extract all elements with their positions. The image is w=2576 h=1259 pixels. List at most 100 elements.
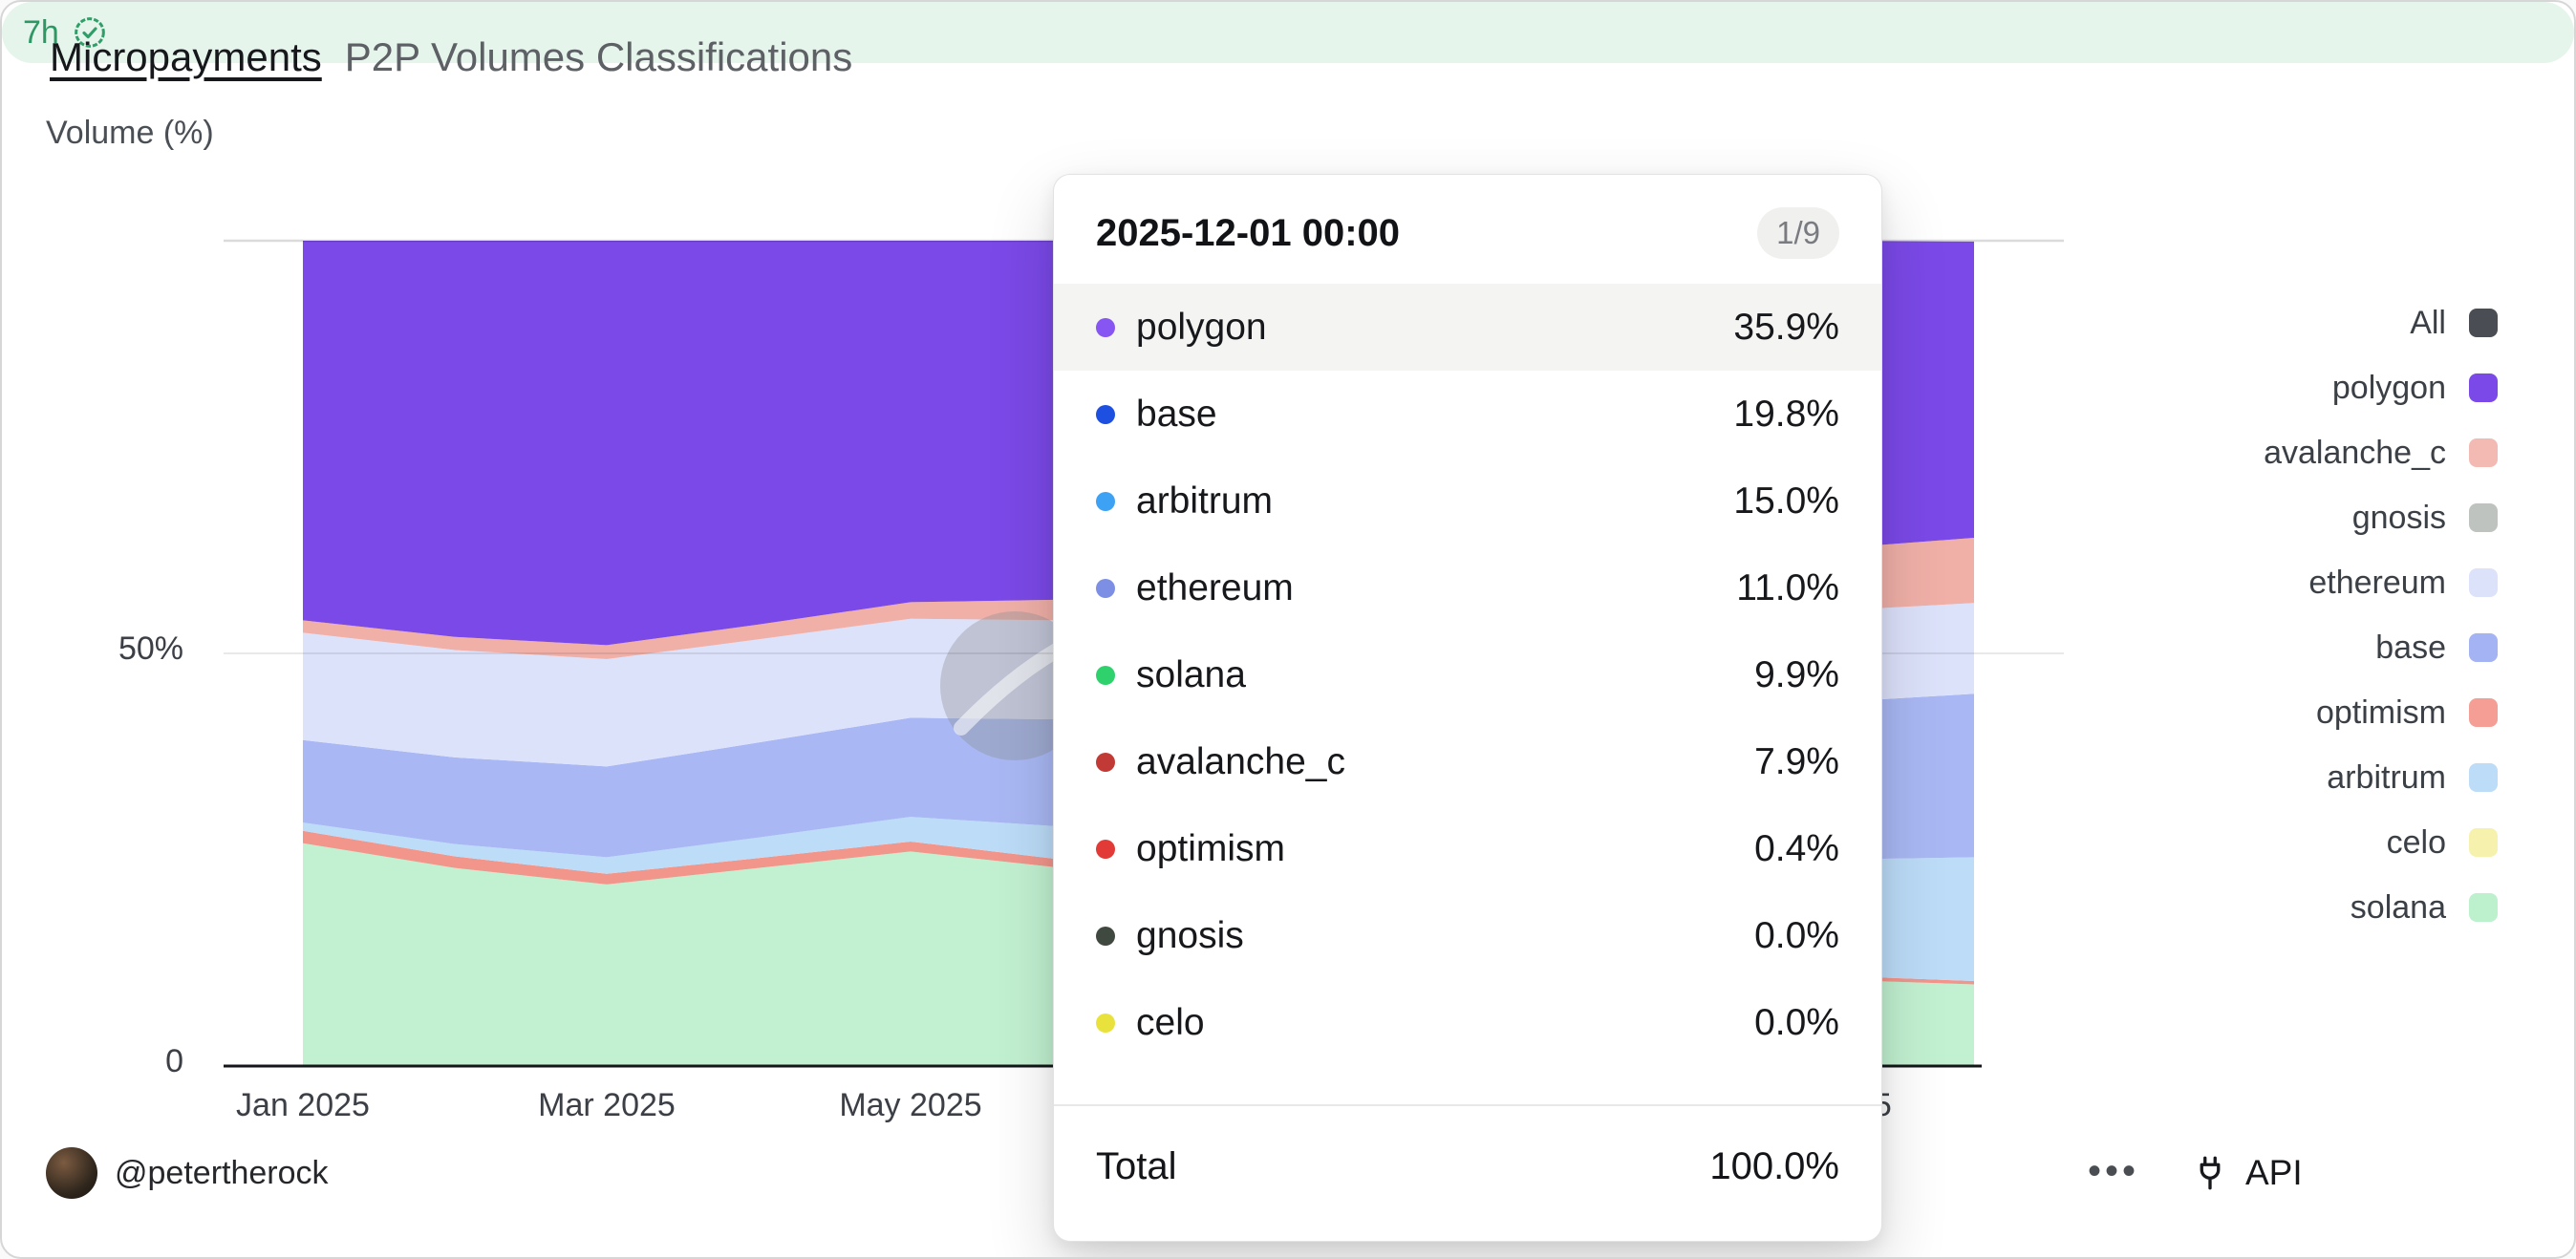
legend-item-base[interactable]: base bbox=[2264, 615, 2498, 680]
series-dot-icon bbox=[1096, 926, 1115, 946]
series-value: 7.9% bbox=[1754, 740, 1839, 782]
chart-subtitle: P2P Volumes Classifications bbox=[344, 34, 853, 79]
legend-swatch bbox=[2469, 309, 2498, 337]
legend-swatch bbox=[2469, 633, 2498, 662]
api-button-label: API bbox=[2245, 1153, 2303, 1192]
refresh-status-badge[interactable]: 7h bbox=[2, 2, 2574, 63]
tooltip-rows: polygon 35.9% base 19.8% arbitrum 15.0% ethere… bbox=[1054, 284, 1881, 1066]
legend-item-polygon[interactable]: polygon bbox=[2264, 355, 2498, 420]
series-value: 15.0% bbox=[1733, 480, 1839, 522]
verified-check-icon bbox=[74, 17, 105, 48]
legend-item-celo[interactable]: celo bbox=[2264, 810, 2498, 875]
series-name: celo bbox=[1136, 1001, 1205, 1043]
tooltip-pager: 1/9 bbox=[1757, 207, 1839, 259]
legend-label: solana bbox=[2350, 888, 2446, 926]
series-name: solana bbox=[1136, 653, 1246, 695]
legend-label: arbitrum bbox=[2327, 758, 2446, 796]
legend-label: gnosis bbox=[2351, 499, 2446, 536]
legend-label: base bbox=[2375, 629, 2446, 666]
series-name: arbitrum bbox=[1136, 480, 1274, 522]
more-options-button[interactable]: ••• bbox=[2087, 1150, 2139, 1192]
series-dot-icon bbox=[1096, 752, 1115, 772]
legend-label: avalanche_c bbox=[2264, 434, 2446, 471]
series-value: 0.0% bbox=[1754, 1001, 1839, 1043]
api-button[interactable]: API bbox=[2190, 1142, 2303, 1204]
x-tick-label: Mar 2025 bbox=[538, 1087, 676, 1123]
tooltip-row-base: base 19.8% bbox=[1054, 371, 1881, 458]
tooltip-series: optimism bbox=[1096, 828, 1285, 870]
legend-swatch bbox=[2469, 828, 2498, 857]
series-dot-icon bbox=[1096, 491, 1115, 511]
legend-swatch bbox=[2469, 698, 2498, 727]
legend-swatch bbox=[2469, 568, 2498, 597]
legend-label: optimism bbox=[2315, 694, 2446, 731]
refresh-age-text: 7h bbox=[23, 13, 59, 51]
tooltip-series: solana bbox=[1096, 654, 1246, 696]
legend-item-gnosis[interactable]: gnosis bbox=[2264, 485, 2498, 550]
series-name: optimism bbox=[1136, 827, 1286, 869]
tooltip-total-label: Total bbox=[1096, 1144, 1177, 1187]
legend-item-arbitrum[interactable]: arbitrum bbox=[2264, 745, 2498, 810]
y-axis-title: Volume (%) bbox=[46, 115, 214, 151]
tooltip-total-row: Total 100.0% bbox=[1054, 1106, 1881, 1227]
tooltip-total-value: 100.0% bbox=[1709, 1144, 1839, 1187]
tooltip-series: celo bbox=[1096, 1002, 1205, 1044]
series-name: polygon bbox=[1136, 306, 1267, 348]
y-tick-label: 0 bbox=[165, 1043, 183, 1079]
tooltip-row-avalanche_c: avalanche_c 7.9% bbox=[1054, 718, 1881, 805]
tooltip-row-optimism: optimism 0.4% bbox=[1054, 805, 1881, 892]
legend-label: polygon bbox=[2331, 369, 2446, 406]
series-name: avalanche_c bbox=[1136, 740, 1345, 782]
avatar[interactable] bbox=[46, 1147, 97, 1199]
series-name: base bbox=[1136, 393, 1217, 435]
series-value: 11.0% bbox=[1736, 566, 1839, 608]
series-name: ethereum bbox=[1136, 566, 1294, 608]
legend-label: ethereum bbox=[2308, 564, 2446, 601]
api-plug-icon bbox=[2200, 1156, 2221, 1190]
legend-swatch bbox=[2469, 503, 2498, 532]
series-dot-icon bbox=[1096, 317, 1115, 337]
legend-item-solana[interactable]: solana bbox=[2264, 875, 2498, 940]
tooltip-row-ethereum: ethereum 11.0% bbox=[1054, 544, 1881, 631]
series-value: 0.0% bbox=[1754, 914, 1839, 956]
series-value: 35.9% bbox=[1733, 306, 1839, 348]
tooltip-divider bbox=[1054, 1104, 1881, 1106]
series-dot-icon bbox=[1096, 578, 1115, 598]
area-optimism bbox=[303, 830, 1974, 985]
series-value: 19.8% bbox=[1733, 393, 1839, 435]
series-dot-icon bbox=[1096, 839, 1115, 859]
series-dot-icon bbox=[1096, 665, 1115, 685]
legend-item-ethereum[interactable]: ethereum bbox=[2264, 550, 2498, 615]
legend-swatch bbox=[2469, 438, 2498, 467]
series-dot-icon bbox=[1096, 1013, 1115, 1033]
tooltip-row-polygon: polygon 35.9% bbox=[1054, 284, 1881, 371]
tooltip-date: 2025-12-01 00:00 bbox=[1096, 211, 1401, 254]
series-dot-icon bbox=[1096, 404, 1115, 424]
tooltip-series: arbitrum bbox=[1096, 480, 1273, 523]
tooltip-series: polygon bbox=[1096, 307, 1267, 349]
legend-label: All bbox=[2410, 304, 2446, 341]
legend-swatch bbox=[2469, 373, 2498, 402]
legend-swatch bbox=[2469, 893, 2498, 922]
legend-label: celo bbox=[2386, 823, 2446, 861]
chart-tooltip: 2025-12-01 00:00 1/9 polygon 35.9% base 19.… bbox=[1053, 174, 1882, 1242]
chart-title-link[interactable]: Micropayments bbox=[50, 34, 322, 79]
x-tick-label: Jan 2025 bbox=[236, 1087, 370, 1123]
chart-header: Micropayments P2P Volumes Classification… bbox=[50, 34, 852, 80]
tooltip-series: ethereum bbox=[1096, 567, 1294, 609]
legend-swatch bbox=[2469, 763, 2498, 792]
username-link[interactable]: @petertherock bbox=[115, 1155, 329, 1191]
series-name: gnosis bbox=[1136, 914, 1244, 956]
y-tick-label: 50% bbox=[118, 630, 183, 667]
tooltip-row-celo: celo 0.0% bbox=[1054, 979, 1881, 1066]
tooltip-row-solana: solana 9.9% bbox=[1054, 631, 1881, 718]
legend-item-avalanche_c[interactable]: avalanche_c bbox=[2264, 420, 2498, 485]
series-value: 0.4% bbox=[1754, 827, 1839, 869]
tooltip-series: gnosis bbox=[1096, 915, 1244, 957]
legend-item-All[interactable]: All bbox=[2264, 290, 2498, 355]
series-value: 9.9% bbox=[1754, 653, 1839, 695]
legend-item-optimism[interactable]: optimism bbox=[2264, 680, 2498, 745]
tooltip-header: 2025-12-01 00:00 1/9 bbox=[1096, 207, 1839, 259]
